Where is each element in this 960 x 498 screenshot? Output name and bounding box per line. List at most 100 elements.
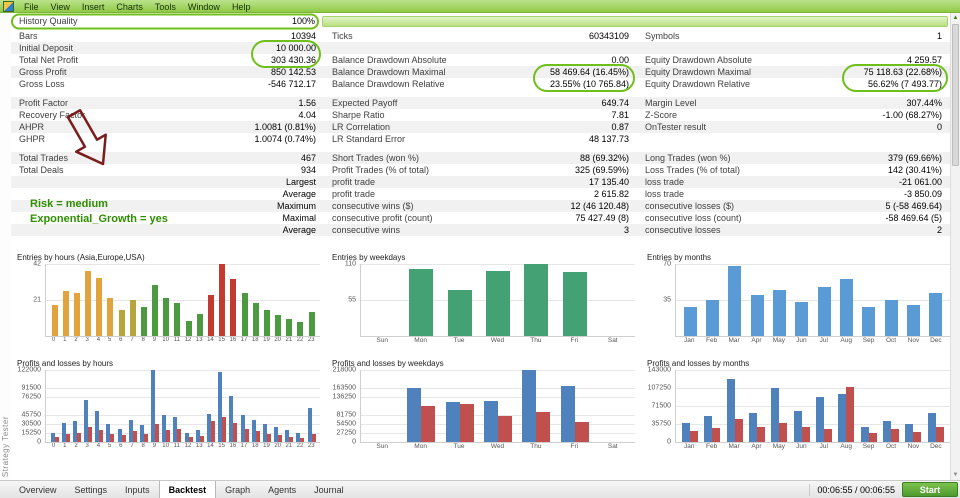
bar [690, 431, 699, 442]
bar [233, 423, 238, 442]
stat-value: -58 469.64 (5) [885, 213, 942, 223]
stats-cell: profit trade 17 135.40 [324, 177, 637, 187]
tab-agents[interactable]: Agents [268, 484, 297, 495]
chart-title: Entries by hours (Asia,Europe,USA) [17, 253, 145, 262]
stat-value: 0 [936, 122, 942, 132]
stat-value: 88 (69.32%) [579, 153, 629, 163]
y-axis: 42 21 [33, 260, 41, 304]
menu-charts[interactable]: Charts [116, 2, 143, 12]
tab-inputs[interactable]: Inputs [125, 484, 150, 495]
menu-file[interactable]: File [24, 2, 39, 12]
stat-label: Long Trades (won %) [645, 153, 731, 163]
scroll-down-icon[interactable]: ▼ [952, 472, 959, 478]
bar [121, 435, 126, 442]
stat-value: 12 (46 120.48) [570, 201, 629, 211]
tab-journal[interactable]: Journal [314, 484, 344, 495]
bar [712, 428, 721, 442]
stats-cell: Short Trades (won %) 88 (69.32%) [324, 153, 637, 163]
stat-label: Z-Score [645, 110, 678, 120]
chart-entries-by-weekdays: Entries by weekdays 110 55 Sun Mon Tue Wed Thu F… [326, 252, 635, 358]
bar [824, 429, 833, 442]
bar [704, 416, 713, 442]
stat-value: 58 469.64 (16.45%) [549, 67, 629, 77]
chart-title: Profits and losses by hours [17, 359, 114, 368]
y-axis: 70 35 [663, 260, 671, 304]
stat-value: 1.0074 (0.74%) [254, 134, 316, 144]
stat-value: -3 850.09 [903, 189, 942, 199]
tab-settings[interactable]: Settings [74, 484, 108, 495]
menu-tools[interactable]: Tools [154, 2, 176, 12]
scrollbar-thumb[interactable] [952, 24, 959, 166]
bar [574, 422, 589, 442]
menu-window[interactable]: Window [187, 2, 220, 12]
bar [195, 430, 200, 442]
bar [483, 401, 498, 442]
stat-label: LR Standard Error [332, 134, 406, 144]
bar [497, 416, 512, 442]
bar [795, 302, 809, 336]
stat-label: consecutive wins ($) [332, 201, 414, 211]
stat-value: 7.81 [611, 110, 629, 120]
stats-cell: Equity Drawdown Absolute 4 259.57 [637, 55, 950, 65]
bar [177, 429, 182, 442]
stats-cell: LR Standard Error 48 137.73 [324, 134, 637, 144]
stats-cell: Sharpe Ratio 7.81 [324, 110, 637, 120]
bar [129, 300, 136, 336]
x-axis: Sun Mon Tue Wed Thu Fri Sat [376, 443, 618, 450]
menu-view[interactable]: View [50, 2, 70, 12]
bar [846, 387, 855, 442]
bar [128, 420, 133, 442]
bar [905, 424, 914, 442]
stats-cell: Initial Deposit 10 000.00 [11, 43, 324, 53]
stat-value: 467 [300, 153, 316, 163]
stats-cell: Maximal [11, 213, 324, 223]
bar [151, 370, 156, 442]
stats-row: AHPR 1.0081 (0.81%) LR Correlation 0.87 OnTe… [11, 121, 950, 133]
menu-insert[interactable]: Insert [81, 2, 105, 12]
bar [51, 305, 58, 336]
x-axis: 0 1 2 3 4 5 6 7 8 9 10 11 12 13 14 15 16 17 18 19 20 21 22 23 [51, 337, 315, 343]
stats-cell: GHPR 1.0074 (0.74%) [11, 134, 324, 144]
menu-help[interactable]: Help [231, 2, 251, 12]
bar [927, 413, 936, 442]
stat-value: 2 [936, 225, 942, 235]
bar [307, 408, 312, 442]
x-axis: Sun Mon Tue Wed Thu Fri Sat [376, 337, 618, 344]
bar [218, 372, 223, 442]
stats-cell: Average [11, 225, 324, 235]
bar [219, 264, 226, 336]
x-axis: Jan Feb Mar Apr May Jun Jul Aug Sep Oct Nov Dec [683, 443, 942, 450]
stat-value: Maximal [282, 213, 316, 223]
spacer-row [11, 90, 950, 97]
bar [140, 307, 147, 336]
plot-area [360, 264, 635, 337]
vertical-scrollbar[interactable]: ▲ ▼ [950, 13, 960, 480]
stat-value: Maximum [276, 201, 316, 211]
stat-label: Equity Drawdown Relative [645, 79, 751, 89]
bar [891, 429, 900, 442]
start-button[interactable]: Start [902, 482, 958, 497]
bar [868, 433, 877, 442]
stat-value: 48 137.73 [588, 134, 629, 144]
scroll-up-icon[interactable]: ▲ [952, 15, 959, 21]
stats-cell: loss trade -3 850.09 [637, 189, 950, 199]
bar [286, 319, 293, 336]
plot-area [360, 370, 635, 443]
tab-graph[interactable]: Graph [225, 484, 251, 495]
bar [485, 271, 510, 336]
bar [110, 434, 115, 442]
history-quality-value: 100% [291, 16, 315, 26]
stat-label: Balance Drawdown Absolute [332, 55, 447, 65]
stats-cell: consecutive wins ($) 12 (46 120.48) [324, 201, 637, 211]
tab-backtest[interactable]: Backtest [158, 481, 217, 498]
tab-overview[interactable]: Overview [19, 484, 57, 495]
stats-row: Total Deals 934 Profit Trades (% of total)… [11, 164, 950, 176]
stat-value: 379 (69.66%) [887, 153, 942, 163]
stats-cell: Long Trades (won %) 379 (69.66%) [637, 153, 950, 163]
bar [241, 293, 248, 336]
chart-title: Profits and losses by months [647, 359, 750, 368]
bar [240, 415, 245, 442]
bar [174, 303, 181, 336]
bar [84, 400, 89, 442]
stats-cell: Total Deals 934 [11, 165, 324, 175]
